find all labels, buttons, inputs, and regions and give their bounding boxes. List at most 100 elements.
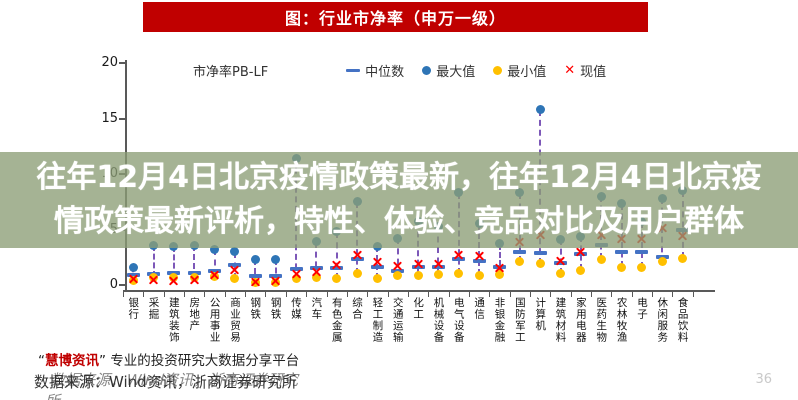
min-point: [433, 269, 443, 279]
dot-icon: [493, 65, 503, 75]
min-point: [535, 259, 545, 269]
y-axis-tick: [119, 284, 125, 286]
min-point: [495, 269, 504, 279]
current-value-marker: [128, 274, 139, 285]
min-point: [393, 270, 403, 280]
range-line: [335, 231, 338, 279]
x-axis-tick: [265, 292, 267, 297]
x-axis-tick: [326, 292, 328, 297]
legend-label: 最大值: [436, 64, 476, 80]
x-axis-tick: [692, 292, 694, 297]
median-marker: [187, 270, 201, 275]
x-category-label: 建筑装饰: [167, 297, 180, 343]
min-point: [657, 257, 667, 267]
x-category-label: 家用电器: [574, 297, 587, 343]
legend-item: ✕ 现值: [564, 61, 606, 80]
x-category-label: 非银金融: [493, 297, 506, 343]
x-axis-tick: [428, 292, 430, 297]
x-axis-tick: [123, 292, 124, 297]
legend-label: 中位数: [365, 64, 405, 80]
current-value-marker: [209, 270, 220, 281]
range-line: [152, 245, 155, 278]
legend-row: 市净率PB-LF 中位数 最大值 最小值 ✕ 现值: [193, 60, 753, 80]
x-axis-tick: [489, 292, 491, 297]
min-point: [596, 254, 606, 264]
y-axis-tick: [119, 117, 125, 120]
source-text-ghost: 数据来源：Wind资讯，浙商证券研究所: [44, 371, 302, 400]
x-category-label: 房地产: [188, 297, 201, 332]
headline-line-2: 情政策最新评析，特性、体验、竞品对比及用户群体: [54, 204, 744, 239]
median-marker: [228, 263, 242, 268]
x-category-label: 钢铁: [269, 297, 282, 320]
current-value-marker: [311, 266, 322, 277]
max-point: [250, 254, 260, 264]
x-axis-tick: [591, 292, 593, 297]
x-category-label: 农林牧渔: [615, 297, 628, 343]
min-point: [556, 269, 566, 279]
median-marker: [208, 268, 222, 273]
median-marker: [635, 249, 649, 254]
x-category-label: 通信: [473, 297, 486, 320]
median-marker: [370, 265, 384, 270]
x-category-label: 交通运输: [391, 297, 404, 343]
x-axis-tick: [143, 292, 145, 297]
range-line: [274, 259, 277, 283]
min-point: [474, 270, 484, 280]
x-category-label: 化工: [412, 297, 425, 320]
x-axis-tick: [570, 292, 572, 297]
x-category-label: 计算机: [534, 297, 547, 332]
tagline: 专业的投资研究大数据分享平台: [106, 353, 300, 369]
median-marker: [472, 258, 486, 263]
range-line: [437, 226, 440, 275]
x-axis-tick: [448, 292, 450, 297]
legend-label: 现值: [580, 64, 607, 80]
y-tick-label: 0: [109, 277, 118, 292]
current-value-marker: [555, 255, 566, 266]
median-marker: [309, 266, 323, 271]
range-line: [172, 246, 175, 278]
x-axis-tick: [285, 292, 287, 297]
current-value-marker: [413, 258, 424, 269]
x-category-label: 综合: [351, 297, 364, 320]
x-category-label: 食品饮料: [676, 297, 689, 343]
min-point: [515, 257, 525, 267]
median-marker: [330, 266, 344, 271]
x-axis-tick: [245, 292, 247, 297]
brand-name: 慧博资讯: [45, 353, 99, 369]
range-line: [254, 259, 257, 283]
current-value-marker: [331, 260, 342, 271]
min-point: [230, 274, 240, 284]
current-value-marker: [392, 261, 403, 272]
range-line: [417, 221, 420, 275]
min-point: [454, 269, 464, 279]
chart-title: 图：行业市净率（申万一级）: [284, 9, 506, 28]
x-axis-tick: [224, 292, 226, 297]
quote-open: “: [38, 353, 45, 369]
x-axis-tick: [468, 292, 470, 297]
legend-label: 最小值: [507, 64, 547, 80]
median-marker: [269, 274, 283, 279]
x-category-label: 商业贸易: [228, 297, 241, 343]
min-point: [617, 262, 627, 272]
x-axis-tick: [387, 292, 389, 297]
median-marker: [533, 250, 547, 255]
current-x-icon: ✕: [564, 62, 576, 78]
x-axis-tick: [611, 292, 613, 297]
x-category-label: 医药生物: [595, 297, 608, 343]
x-category-label: 采掘: [147, 297, 160, 320]
legend: 中位数 最大值 最小值 ✕ 现值: [346, 61, 606, 80]
current-value-marker: [372, 256, 383, 267]
min-point: [291, 274, 301, 284]
range-line: [396, 238, 399, 275]
median-dash-icon: [346, 68, 361, 72]
x-category-label: 传媒: [290, 297, 302, 320]
x-category-label: 轻工制造: [371, 297, 384, 343]
current-value-marker: [250, 276, 261, 287]
current-value-marker: [474, 251, 485, 262]
min-point: [372, 274, 382, 284]
median-marker: [513, 249, 527, 254]
current-value-marker: [291, 268, 302, 279]
current-value-marker: [168, 275, 179, 286]
range-line: [498, 243, 501, 275]
x-category-label: 电气设备: [452, 297, 465, 343]
